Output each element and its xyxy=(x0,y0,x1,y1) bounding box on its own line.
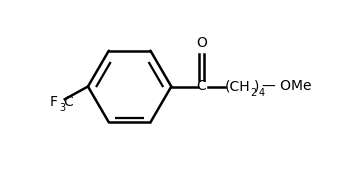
Text: (CH: (CH xyxy=(225,80,250,93)
Text: C: C xyxy=(63,95,73,109)
Text: 2: 2 xyxy=(250,88,257,98)
Text: ): ) xyxy=(254,80,259,93)
Text: 4: 4 xyxy=(259,88,265,98)
Text: F: F xyxy=(50,95,58,109)
Text: O: O xyxy=(196,36,207,50)
Text: — OMe: — OMe xyxy=(262,80,311,93)
Text: C: C xyxy=(197,80,206,93)
Text: 3: 3 xyxy=(60,103,66,113)
